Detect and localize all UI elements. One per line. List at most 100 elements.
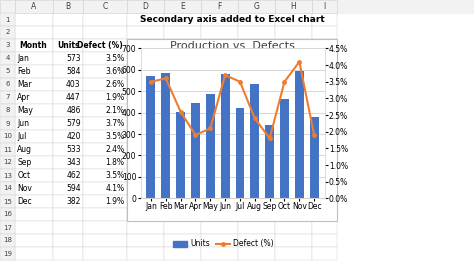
Text: 10: 10: [3, 133, 12, 140]
Text: 584: 584: [66, 67, 81, 76]
Bar: [0, 130, 15, 143]
Bar: [0, 195, 15, 208]
Text: D: D: [143, 2, 148, 11]
Text: 420: 420: [66, 132, 81, 141]
Bar: [0, 156, 15, 169]
Bar: [164, 156, 201, 169]
Bar: [164, 91, 201, 104]
Text: 403: 403: [66, 80, 81, 89]
Bar: [15, 117, 53, 130]
Bar: [275, 78, 312, 91]
Bar: [275, 13, 312, 26]
Bar: [53, 0, 83, 13]
Bar: [53, 130, 83, 143]
Bar: [0, 169, 15, 182]
Bar: [201, 208, 238, 221]
Text: 3.7%: 3.7%: [105, 119, 125, 128]
Bar: [15, 78, 53, 91]
Bar: [275, 182, 312, 195]
Bar: [201, 221, 238, 234]
Bar: [201, 182, 238, 195]
Text: 12: 12: [3, 160, 12, 166]
Bar: [0, 13, 15, 26]
Bar: [0, 78, 15, 91]
Bar: [164, 143, 201, 156]
Bar: [164, 78, 201, 91]
Text: C: C: [102, 2, 108, 11]
Text: 486: 486: [66, 106, 81, 115]
Text: 14: 14: [3, 185, 12, 191]
Bar: [83, 247, 127, 260]
Bar: [164, 195, 201, 208]
Bar: [191, 103, 200, 198]
Text: 594: 594: [66, 184, 81, 193]
Bar: [15, 52, 53, 65]
Text: 8: 8: [5, 107, 10, 113]
Bar: [53, 26, 83, 39]
Text: 4: 4: [5, 56, 9, 62]
Bar: [238, 39, 275, 52]
Bar: [0, 104, 15, 117]
Bar: [127, 195, 164, 208]
Bar: [0, 130, 15, 143]
Bar: [312, 156, 337, 169]
Text: 3.5%: 3.5%: [105, 171, 125, 180]
Bar: [15, 130, 53, 143]
Bar: [201, 78, 238, 91]
Text: 17: 17: [3, 224, 12, 231]
Bar: [0, 78, 15, 91]
Bar: [312, 247, 337, 260]
Bar: [238, 104, 275, 117]
Bar: [53, 52, 83, 65]
Bar: [312, 130, 337, 143]
Text: 1.8%: 1.8%: [106, 158, 125, 167]
Bar: [164, 182, 201, 195]
Bar: [265, 125, 274, 198]
Bar: [312, 0, 337, 13]
Bar: [0, 13, 15, 26]
Text: Jan: Jan: [18, 54, 29, 63]
Bar: [312, 182, 337, 195]
Bar: [312, 104, 337, 117]
Bar: [238, 130, 275, 143]
Bar: [201, 234, 238, 247]
Text: H: H: [291, 2, 296, 11]
Text: 11: 11: [3, 147, 12, 153]
Bar: [83, 78, 127, 91]
Bar: [201, 143, 238, 156]
Bar: [127, 91, 164, 104]
Bar: [15, 208, 53, 221]
Bar: [15, 26, 53, 39]
Bar: [127, 182, 164, 195]
Bar: [164, 247, 201, 260]
Bar: [53, 156, 83, 169]
Bar: [83, 221, 127, 234]
Text: 1: 1: [5, 16, 10, 22]
Bar: [164, 117, 201, 130]
Bar: [312, 26, 337, 39]
Bar: [275, 39, 312, 52]
Text: 6: 6: [5, 82, 10, 87]
Bar: [312, 65, 337, 78]
Bar: [15, 104, 53, 117]
Bar: [312, 117, 337, 130]
Bar: [127, 78, 164, 91]
Bar: [161, 73, 170, 198]
Bar: [275, 247, 312, 260]
Bar: [83, 169, 127, 182]
Bar: [0, 208, 15, 221]
Bar: [0, 247, 15, 260]
Text: Feb: Feb: [18, 67, 31, 76]
Bar: [0, 0, 15, 13]
Bar: [201, 26, 238, 39]
Text: 1.9%: 1.9%: [106, 197, 125, 206]
Bar: [0, 52, 15, 65]
Text: 579: 579: [66, 119, 81, 128]
Bar: [127, 247, 164, 260]
Bar: [310, 117, 319, 198]
Bar: [0, 26, 15, 39]
Bar: [146, 76, 155, 198]
Bar: [83, 182, 127, 195]
Bar: [0, 182, 15, 195]
Bar: [275, 65, 312, 78]
